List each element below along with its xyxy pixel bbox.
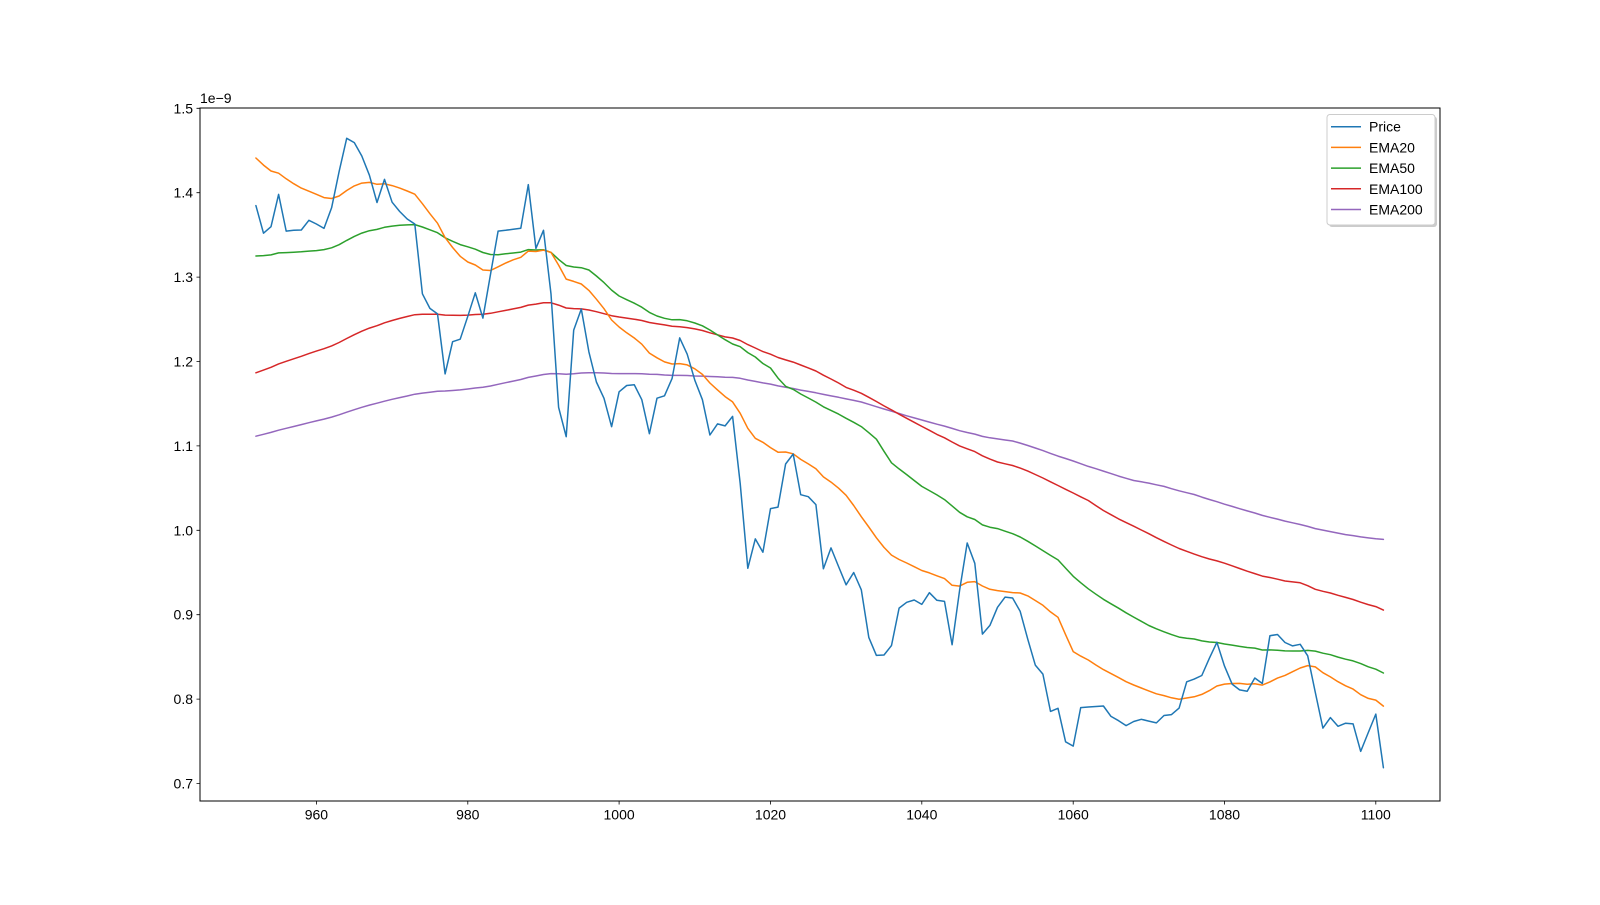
svg-text:1.2: 1.2 xyxy=(174,354,194,370)
svg-text:1100: 1100 xyxy=(1361,807,1391,823)
svg-text:1020: 1020 xyxy=(755,807,786,823)
svg-text:1.4: 1.4 xyxy=(174,185,194,201)
svg-text:1.3: 1.3 xyxy=(174,269,194,285)
svg-text:1.1: 1.1 xyxy=(174,438,194,454)
svg-text:Price: Price xyxy=(1369,119,1401,135)
svg-text:EMA100: EMA100 xyxy=(1369,181,1423,197)
svg-text:1000: 1000 xyxy=(604,807,635,823)
svg-text:1.5: 1.5 xyxy=(174,100,194,116)
svg-text:1.0: 1.0 xyxy=(174,522,194,538)
svg-text:EMA50: EMA50 xyxy=(1369,160,1415,176)
svg-text:EMA20: EMA20 xyxy=(1369,139,1415,155)
svg-text:1040: 1040 xyxy=(906,807,937,823)
svg-text:0.9: 0.9 xyxy=(174,607,194,623)
svg-text:0.7: 0.7 xyxy=(174,776,194,792)
svg-text:EMA200: EMA200 xyxy=(1369,202,1423,218)
svg-text:1e−9: 1e−9 xyxy=(200,90,232,106)
svg-text:980: 980 xyxy=(456,807,480,823)
svg-text:1060: 1060 xyxy=(1058,807,1089,823)
svg-text:0.8: 0.8 xyxy=(174,691,194,707)
svg-text:1080: 1080 xyxy=(1209,807,1240,823)
svg-text:960: 960 xyxy=(305,807,329,823)
